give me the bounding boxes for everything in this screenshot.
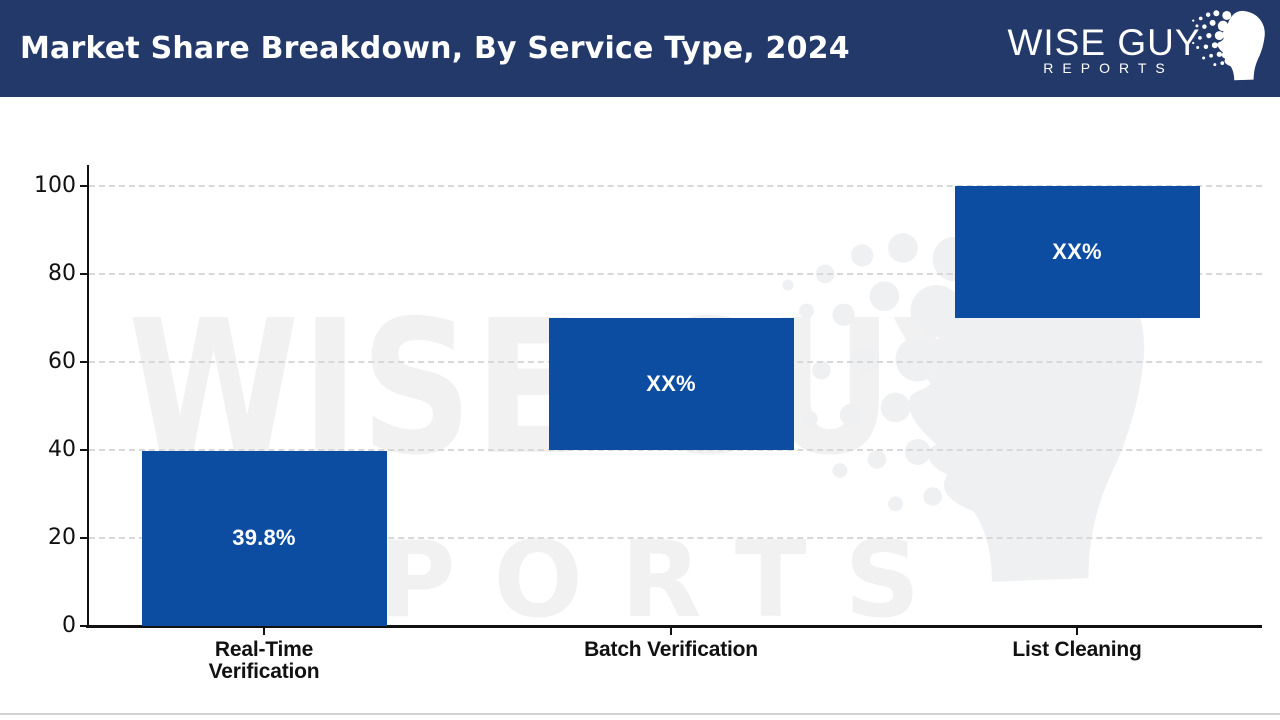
logo-wordmark: WISE GUY	[1007, 22, 1201, 63]
wise-guy-reports-logo: WISE GUY REPORTS	[1002, 0, 1272, 97]
x-tick-mark-3	[1076, 627, 1078, 635]
x-category-label-2: Batch Verification	[584, 638, 758, 661]
x-tick-mark-2	[670, 627, 672, 635]
y-tick-mark-80	[80, 273, 88, 275]
bar-segment-1: 39.8%	[141, 450, 387, 626]
x-category-label-1: Real-Time Verification	[208, 638, 320, 683]
x-category-label-3: List Cleaning	[1012, 638, 1142, 661]
chart-title: Market Share Breakdown, By Service Type,…	[20, 31, 850, 66]
x-tick-mark-1	[263, 627, 265, 635]
y-tick-label-40: 40	[48, 437, 76, 462]
footer-divider	[0, 713, 1280, 715]
y-tick-mark-0	[80, 625, 88, 627]
bar-value-label-3: XX%	[1052, 239, 1102, 264]
y-axis-line	[87, 165, 89, 626]
bar-value-label-1: 39.8%	[232, 525, 296, 551]
logo-reports-label: REPORTS	[1043, 60, 1174, 76]
y-tick-mark-20	[80, 537, 88, 539]
y-tick-label-60: 60	[48, 349, 76, 374]
bar-segment-2: XX%	[548, 318, 794, 450]
x-axis-baseline	[86, 625, 1262, 628]
bar-segment-3: XX%	[954, 186, 1200, 318]
y-tick-label-80: 80	[48, 261, 76, 286]
wiseguy-head-icon	[1188, 4, 1270, 94]
bar-value-label-2: XX%	[646, 371, 696, 396]
gridline-80	[89, 273, 1262, 275]
y-tick-mark-60	[80, 361, 88, 363]
y-tick-mark-100	[80, 185, 88, 187]
chart-area: 0 20 40 60 80 100 39.8% XX% XX% Real-Time Verific…	[0, 97, 1280, 720]
gridline-100	[89, 185, 1262, 187]
y-tick-label-20: 20	[48, 525, 76, 550]
y-tick-label-100: 100	[34, 173, 76, 198]
y-tick-mark-40	[80, 449, 88, 451]
y-tick-label-0: 0	[62, 613, 76, 638]
gridline-20	[89, 537, 1262, 539]
gridline-40	[89, 449, 1262, 451]
header-band: Market Share Breakdown, By Service Type,…	[0, 0, 1280, 97]
